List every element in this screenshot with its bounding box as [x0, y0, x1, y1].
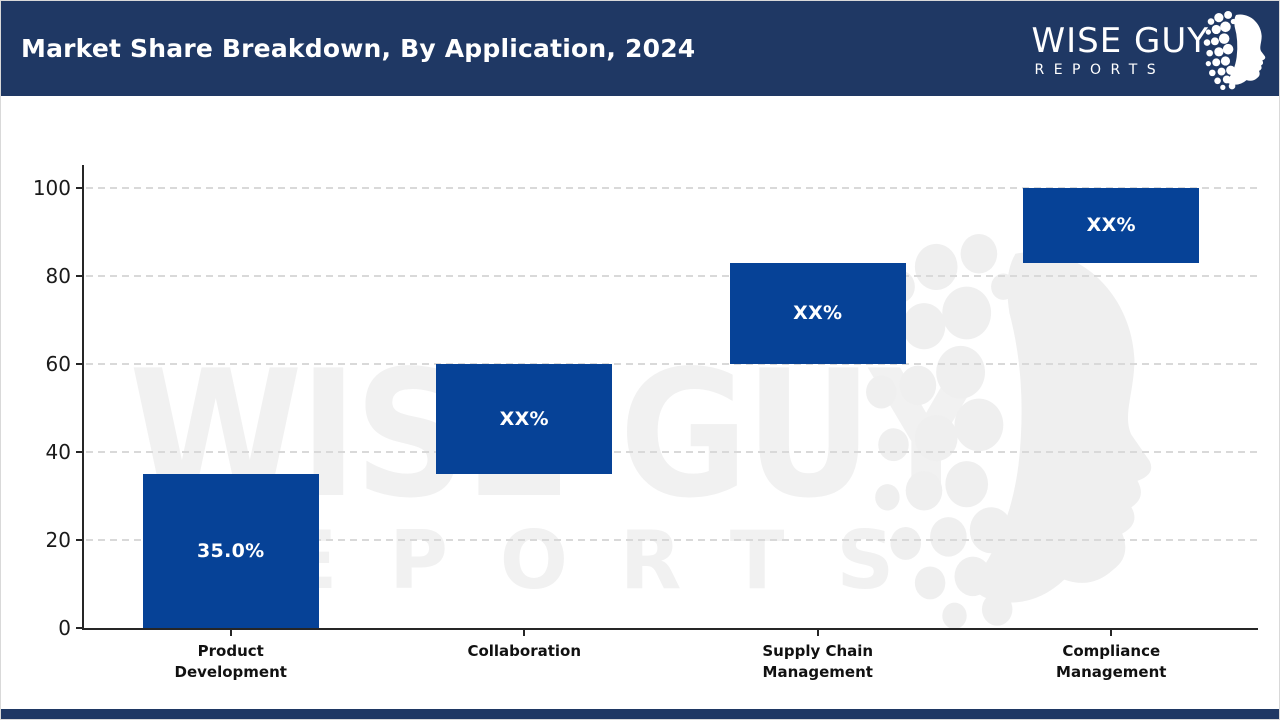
- x-axis-tick-mark: [229, 630, 232, 636]
- gridline-100: [86, 187, 1258, 189]
- bar-value-label: XX%: [1086, 214, 1136, 237]
- category-label-line: Management: [1056, 663, 1167, 681]
- gridline-20: [86, 539, 1258, 541]
- bar-value-label: XX%: [793, 302, 843, 325]
- y-axis-spine: [82, 165, 84, 630]
- category-label-4: Compliance Management: [996, 641, 1226, 683]
- header-bar: Market Share Breakdown, By Application, …: [1, 1, 1279, 96]
- x-axis-tick-mark: [523, 630, 526, 636]
- gridline-80: [86, 275, 1258, 277]
- page-title: Market Share Breakdown, By Application, …: [21, 34, 696, 63]
- bar-value-label: 35.0%: [197, 540, 265, 562]
- category-label-line: Management: [762, 663, 873, 681]
- y-axis-tick-label: 40: [45, 440, 71, 464]
- gridline-40: [86, 451, 1258, 453]
- y-axis-tick-label: 60: [45, 352, 71, 376]
- category-label-line: Supply Chain: [762, 642, 874, 660]
- bar-supply-chain-management: XX%: [729, 262, 906, 364]
- chart-area: WISE GUY REPORTS 0 20 40 60 80 100 35.0% Produc…: [1, 96, 1279, 709]
- category-label-line: Collaboration: [467, 642, 582, 660]
- bar-collaboration: XX%: [436, 364, 613, 474]
- category-label-3: Supply Chain Management: [703, 641, 933, 683]
- y-axis-tick-mark: [76, 451, 84, 453]
- x-axis-spine: [82, 628, 1258, 630]
- category-label-1: Product Development: [116, 641, 346, 683]
- category-label-line: Compliance: [1062, 642, 1161, 660]
- bar-product-development: 35.0%: [142, 474, 319, 628]
- y-axis-tick-mark: [76, 275, 84, 277]
- x-axis-tick-mark: [816, 630, 819, 636]
- x-axis-tick-mark: [1110, 630, 1113, 636]
- y-axis-tick-label: 80: [45, 264, 71, 288]
- wise-guy-reports-logo: WISE GUY REPORTS: [1031, 9, 1269, 91]
- y-axis-tick-label: 0: [58, 616, 71, 640]
- category-label-line: Development: [174, 663, 287, 681]
- category-label-2: Collaboration: [409, 641, 639, 662]
- y-axis-tick-mark: [76, 187, 84, 189]
- y-axis-tick-mark: [76, 539, 84, 541]
- logo-wordmark: WISE GUY: [1031, 21, 1209, 61]
- y-axis-tick-label: 100: [32, 176, 71, 200]
- category-label-line: Product: [197, 642, 264, 660]
- y-axis-tick-mark: [76, 363, 84, 365]
- y-axis-tick-label: 20: [45, 528, 71, 552]
- y-axis-tick-mark: [76, 627, 84, 629]
- bar-value-label: XX%: [499, 408, 549, 430]
- logo-subtext: REPORTS: [1034, 62, 1166, 78]
- footer-bar: [1, 709, 1279, 719]
- bar-compliance-management: XX%: [1023, 188, 1200, 263]
- gridline-60: [86, 363, 1258, 365]
